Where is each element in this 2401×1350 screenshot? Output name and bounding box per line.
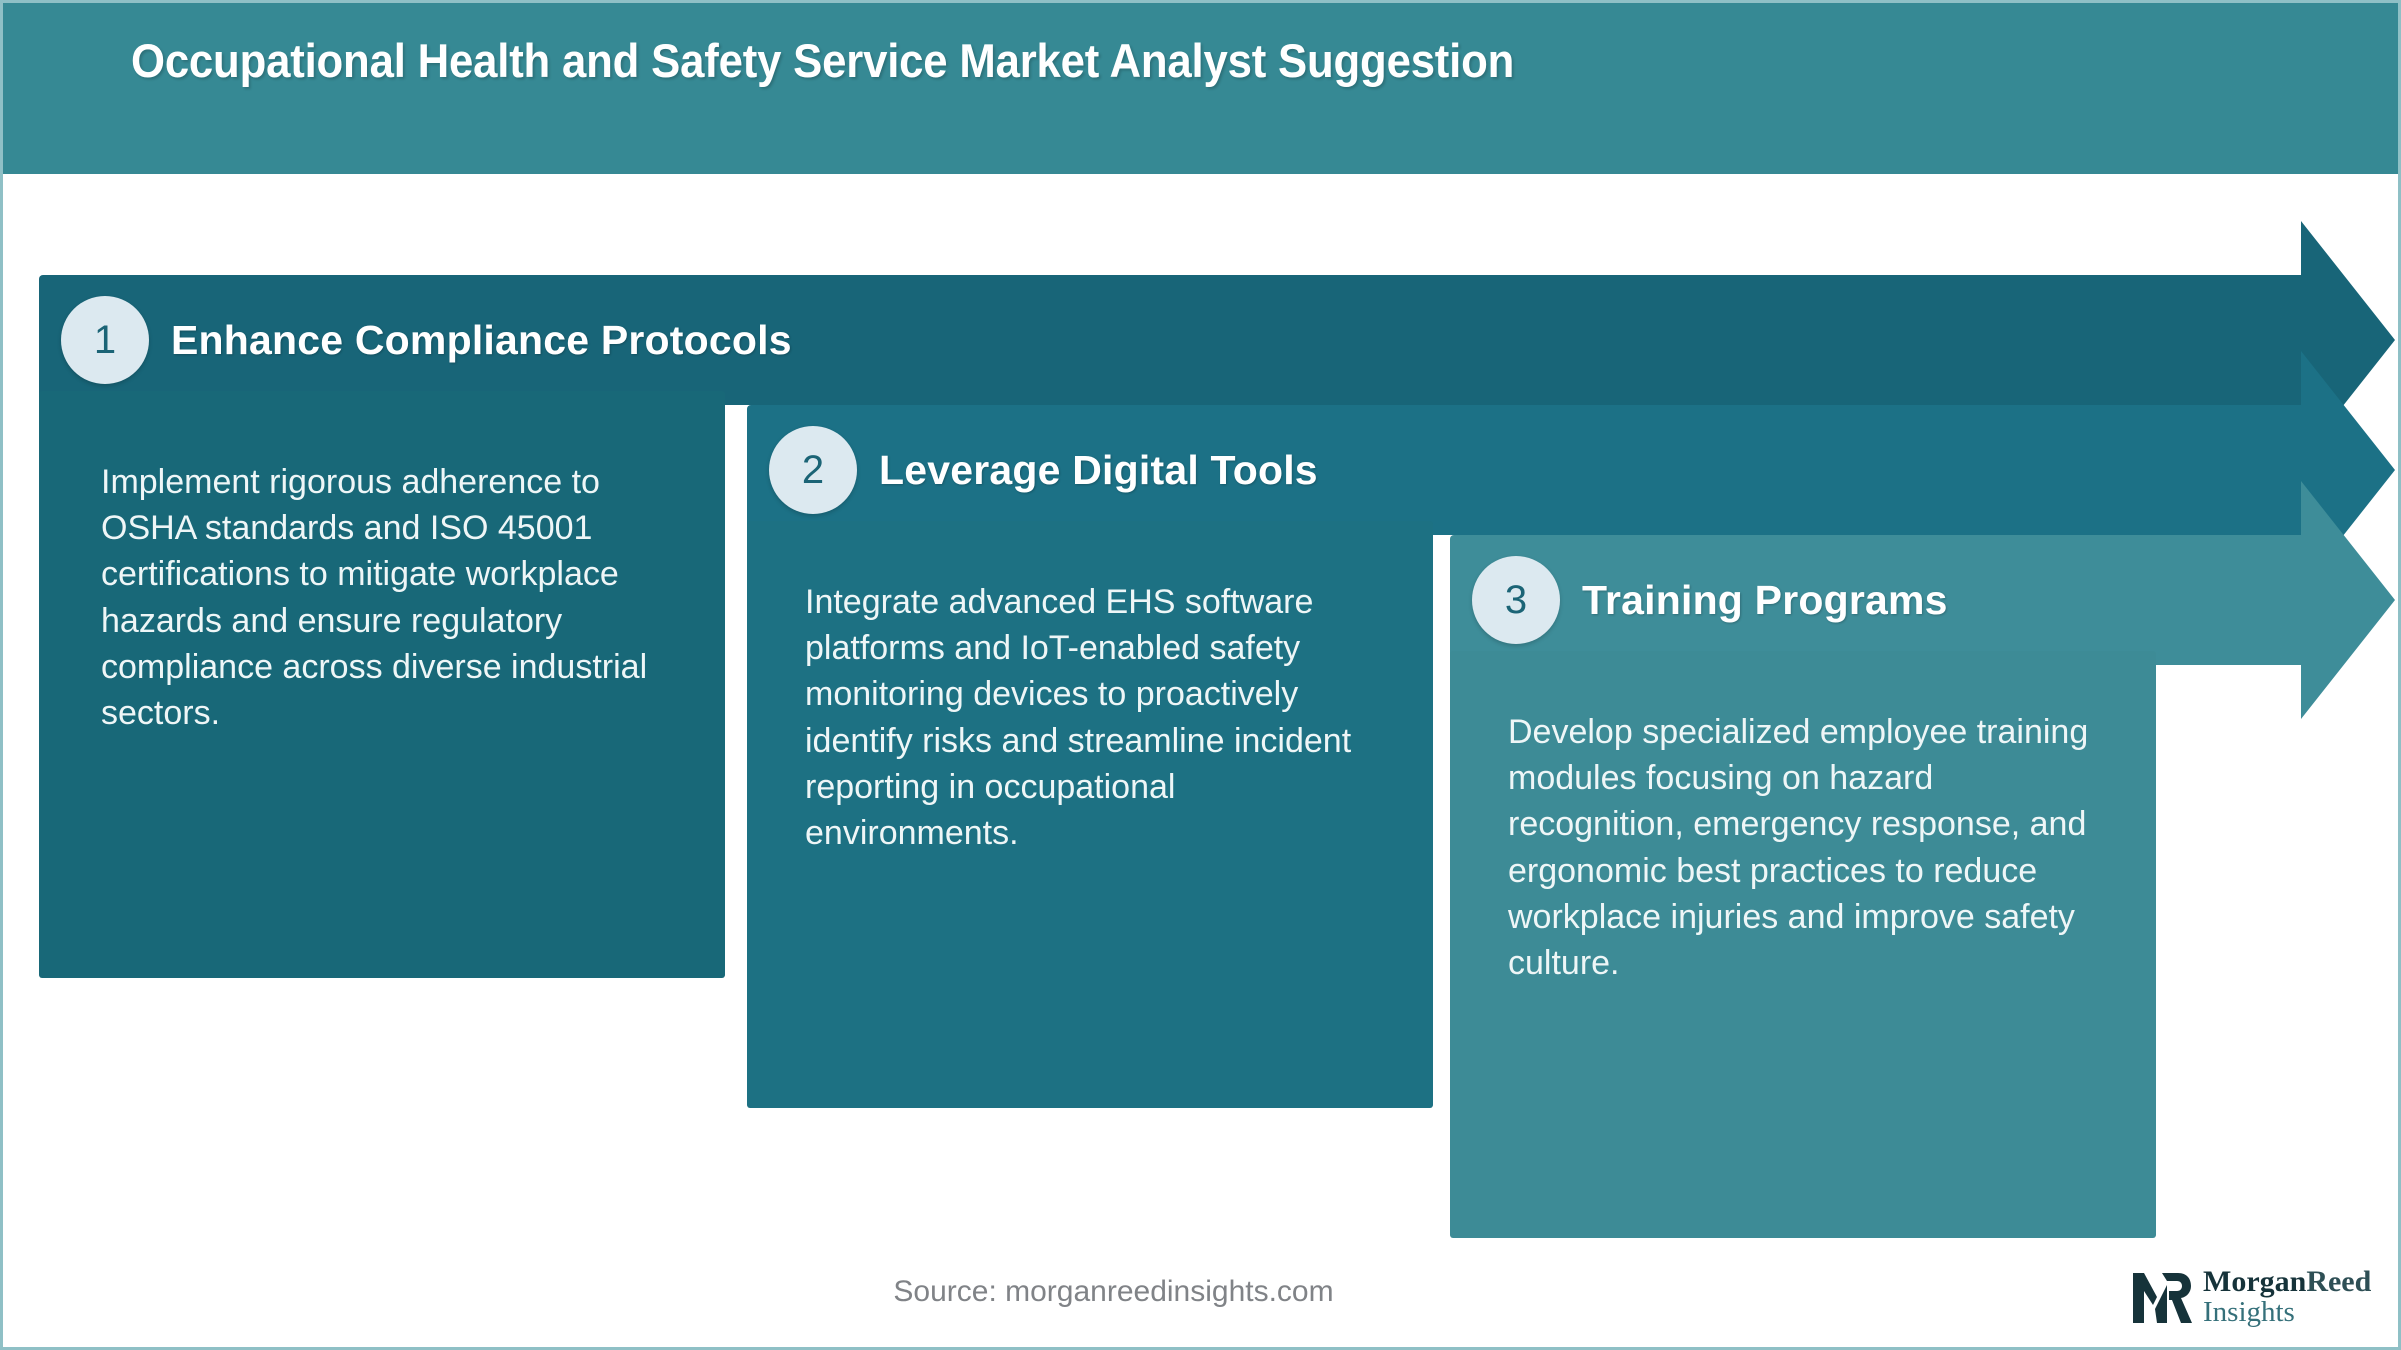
logo-brand-reed: Reed (2306, 1264, 2372, 1298)
header-banner: Occupational Health and Safety Service M… (3, 3, 2398, 174)
arrowhead-3 (2245, 481, 2395, 719)
brand-logo: MorganReed Insights (2131, 1261, 2371, 1333)
step-panel-3: Develop specialized employee training mo… (1450, 651, 2156, 1238)
step-number-2: 2 (769, 426, 857, 514)
arrow-row-2: 2 Leverage Digital Tools (747, 351, 2395, 589)
step-panel-1: Implement rigorous adherence to OSHA sta… (39, 391, 725, 978)
step-title-1: Enhance Compliance Protocols (171, 316, 792, 363)
logo-brand-morgan: Morgan (2203, 1264, 2307, 1298)
step-title-3: Training Programs (1582, 576, 1948, 623)
mr-monogram-icon (2131, 1269, 2193, 1325)
step-body-1: Implement rigorous adherence to OSHA sta… (101, 463, 648, 733)
arrow-band-1 (39, 275, 2249, 405)
logo-wordmark: MorganReed Insights (2203, 1265, 2371, 1328)
arrow-row-3: 3 Training Programs (1450, 481, 2395, 719)
source-text: Source: morganreedinsights.com (893, 1275, 1334, 1308)
arrowhead-2 (2245, 351, 2395, 589)
logo-brand-line: MorganReed (2203, 1265, 2371, 1298)
arrow-band-3 (1450, 535, 2249, 665)
source-attribution: Source: morganreedinsights.com (3, 1275, 2398, 1309)
arrow-row-1: 1 Enhance Compliance Protocols (39, 221, 2395, 459)
arrowhead-1 (2245, 221, 2395, 459)
step-body-2: Integrate advanced EHS software platform… (805, 583, 1352, 853)
logo-tagline: Insights (2203, 1295, 2295, 1328)
step-panel-2: Integrate advanced EHS software platform… (747, 521, 1433, 1108)
step-title-2: Leverage Digital Tools (879, 446, 1318, 493)
step-number-3: 3 (1472, 556, 1560, 644)
step-body-3: Develop specialized employee training mo… (1508, 713, 2089, 983)
step-number-1: 1 (61, 296, 149, 384)
page-title: Occupational Health and Safety Service M… (131, 34, 1515, 87)
arrow-band-2 (747, 405, 2249, 535)
